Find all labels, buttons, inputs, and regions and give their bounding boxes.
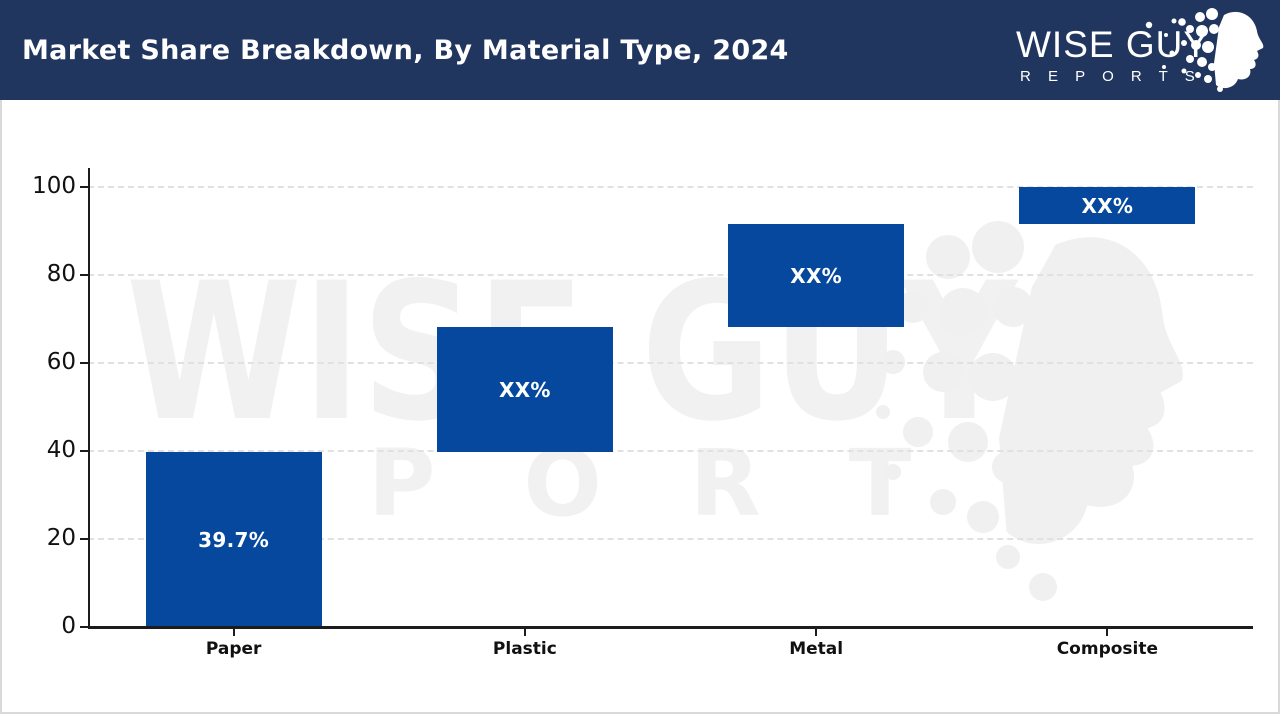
page-title: Market Share Breakdown, By Material Type… xyxy=(22,34,789,66)
y-axis-spine xyxy=(88,168,90,629)
gridline-20 xyxy=(88,538,1253,540)
x-axis-label-composite: Composite xyxy=(1056,639,1159,659)
bar-value-label: 39.7% xyxy=(198,527,270,552)
logo-dot-u xyxy=(1145,21,1153,29)
y-axis-tick-60: 60 xyxy=(46,349,76,375)
logo-line1-text: WISE GUY xyxy=(1016,24,1209,65)
gridline-60 xyxy=(88,362,1253,364)
y-axis-tick-80: 80 xyxy=(46,261,76,287)
y-tick-mark-20 xyxy=(80,538,88,540)
y-axis-tick-100: 100 xyxy=(32,173,76,199)
logo-head-icon xyxy=(1162,8,1264,92)
logo-wordmark: WISE GUY R E P O R T S xyxy=(1016,18,1209,85)
x-axis-label-plastic: Plastic xyxy=(492,639,557,659)
y-tick-mark-80 xyxy=(80,274,88,276)
y-tick-mark-100 xyxy=(80,186,88,188)
bar-plastic: XX% xyxy=(436,326,613,453)
x-axis-label-paper: Paper xyxy=(205,639,262,659)
wiseguy-reports-logo: WISE GUY R E P O R T S xyxy=(1016,8,1264,92)
bar-metal: XX% xyxy=(728,224,905,327)
x-axis-label-metal: Metal xyxy=(789,639,844,659)
wiseguy-head-watermark xyxy=(876,221,1183,601)
bar-paper: 39.7% xyxy=(145,452,322,627)
bar-value-label: XX% xyxy=(790,263,843,288)
bar-value-label: XX% xyxy=(1081,193,1134,218)
gridline-80 xyxy=(88,274,1253,276)
bar-composite: XX% xyxy=(1019,187,1196,225)
y-tick-mark-40 xyxy=(80,450,88,452)
y-axis-tick-0: 0 xyxy=(61,613,76,639)
x-tick-mark-paper xyxy=(232,629,235,636)
gridline-40 xyxy=(88,450,1253,452)
y-axis-tick-40: 40 xyxy=(46,437,76,463)
x-axis-spine xyxy=(88,626,1253,629)
bar-value-label: XX% xyxy=(498,377,551,402)
header-bar: Market Share Breakdown, By Material Type… xyxy=(0,0,1280,100)
x-tick-mark-plastic xyxy=(523,629,526,636)
x-tick-mark-metal xyxy=(815,629,818,636)
y-axis-tick-20: 20 xyxy=(46,525,76,551)
logo-line2-text: R E P O R T S xyxy=(1020,68,1201,85)
x-tick-mark-composite xyxy=(1106,629,1109,636)
y-tick-mark-60 xyxy=(80,362,88,364)
logo-dot-y xyxy=(1178,18,1186,26)
watermark-reports: P O R T S xyxy=(368,430,1094,537)
y-tick-mark-0 xyxy=(80,626,88,628)
gridline-100 xyxy=(88,186,1253,188)
